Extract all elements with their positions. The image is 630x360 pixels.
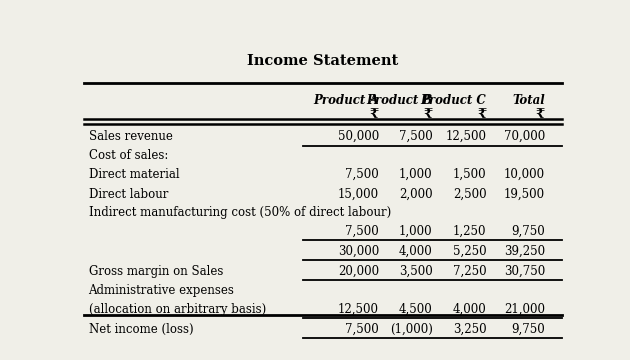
Text: Cost of sales:: Cost of sales: <box>88 149 168 162</box>
Text: (allocation on arbitrary basis): (allocation on arbitrary basis) <box>88 303 266 316</box>
Text: 39,250: 39,250 <box>504 245 545 258</box>
Text: 1,000: 1,000 <box>399 168 433 181</box>
Text: 1,500: 1,500 <box>453 168 486 181</box>
Text: Administrative expenses: Administrative expenses <box>88 284 234 297</box>
Text: 2,000: 2,000 <box>399 188 433 201</box>
Text: 4,000: 4,000 <box>453 303 486 316</box>
Text: 4,000: 4,000 <box>399 245 433 258</box>
Text: 15,000: 15,000 <box>338 188 379 201</box>
Text: 21,000: 21,000 <box>504 303 545 316</box>
Text: 3,500: 3,500 <box>399 265 433 278</box>
Text: 4,500: 4,500 <box>399 303 433 316</box>
Text: Indirect manufacturing cost (50% of direct labour): Indirect manufacturing cost (50% of dire… <box>88 206 391 219</box>
Text: 7,500: 7,500 <box>399 130 433 143</box>
Text: 7,500: 7,500 <box>345 323 379 336</box>
Text: ₹: ₹ <box>536 108 545 121</box>
Text: Product A: Product A <box>314 94 379 108</box>
Text: 9,750: 9,750 <box>512 225 545 238</box>
Text: 7,500: 7,500 <box>345 168 379 181</box>
Text: Direct material: Direct material <box>88 168 179 181</box>
Text: Gross margin on Sales: Gross margin on Sales <box>88 265 223 278</box>
Text: 7,500: 7,500 <box>345 225 379 238</box>
Text: Product C: Product C <box>421 94 486 108</box>
Text: Product B: Product B <box>367 94 433 108</box>
Text: ₹: ₹ <box>477 108 486 121</box>
Text: 50,000: 50,000 <box>338 130 379 143</box>
Text: 12,500: 12,500 <box>445 130 486 143</box>
Text: Sales revenue: Sales revenue <box>88 130 173 143</box>
Text: 20,000: 20,000 <box>338 265 379 278</box>
Text: ₹: ₹ <box>370 108 379 121</box>
Text: ₹: ₹ <box>423 108 433 121</box>
Text: 1,000: 1,000 <box>399 225 433 238</box>
Text: 9,750: 9,750 <box>512 323 545 336</box>
Text: 2,500: 2,500 <box>453 188 486 201</box>
Text: 1,250: 1,250 <box>453 225 486 238</box>
Text: 10,000: 10,000 <box>504 168 545 181</box>
Text: Net income (loss): Net income (loss) <box>88 323 193 336</box>
Text: Direct labour: Direct labour <box>88 188 168 201</box>
Text: 5,250: 5,250 <box>453 245 486 258</box>
Text: 7,250: 7,250 <box>453 265 486 278</box>
Text: 30,750: 30,750 <box>504 265 545 278</box>
Text: Income Statement: Income Statement <box>247 54 399 68</box>
Text: (1,000): (1,000) <box>390 323 433 336</box>
Text: 3,250: 3,250 <box>453 323 486 336</box>
Text: 70,000: 70,000 <box>504 130 545 143</box>
Text: 12,500: 12,500 <box>338 303 379 316</box>
Text: 30,000: 30,000 <box>338 245 379 258</box>
Text: 19,500: 19,500 <box>504 188 545 201</box>
Text: Total: Total <box>512 94 545 108</box>
